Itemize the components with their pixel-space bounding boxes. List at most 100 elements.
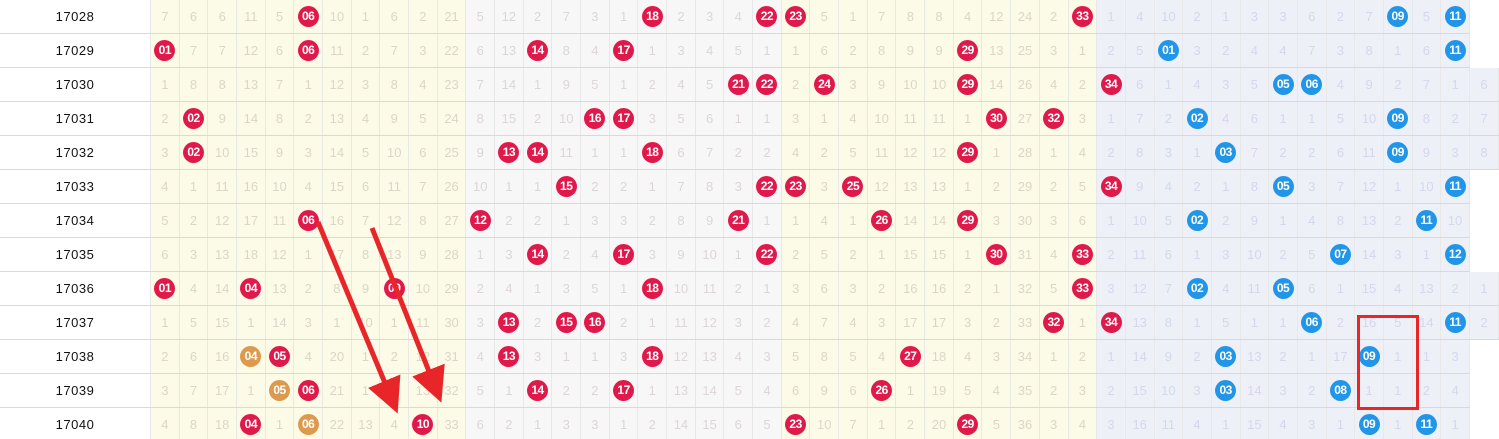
miss-cell: 4 bbox=[723, 339, 754, 374]
ball-blue: 09 bbox=[1387, 6, 1409, 27]
table-row: 17030 1 8 8 13 7 1 12 3 8 4 23 7 14 1 9 5 1 2 4 5 21 22 2 24 3 9 10… bbox=[0, 67, 1499, 102]
miss-cell-highlight-red: 33 bbox=[1068, 237, 1098, 272]
miss-cell: 4 bbox=[1297, 203, 1327, 238]
miss-cell: 2 bbox=[179, 203, 209, 238]
miss-cell: 1 bbox=[351, 339, 381, 374]
miss-cell: 6 bbox=[781, 373, 811, 408]
miss-cell: 15 bbox=[895, 237, 926, 272]
issue-number[interactable]: 17035 bbox=[0, 237, 151, 272]
miss-cell-highlight-red: 01 bbox=[150, 271, 180, 306]
ball-red: 22 bbox=[756, 74, 778, 95]
ball-red: 10 bbox=[412, 414, 434, 435]
miss-cell: 1 bbox=[150, 67, 180, 102]
miss-cell: 12 bbox=[494, 0, 524, 34]
miss-cell: 9 bbox=[809, 373, 840, 408]
ball-red: 22 bbox=[756, 176, 778, 197]
miss-cell: 4 bbox=[781, 305, 811, 340]
miss-cell: 4 bbox=[580, 33, 610, 68]
miss-cell: 12 bbox=[981, 0, 1012, 34]
miss-cell: 5 bbox=[465, 373, 496, 408]
miss-cell: 2 bbox=[723, 135, 754, 170]
miss-cell: 1 bbox=[981, 271, 1012, 306]
miss-cell: 8 bbox=[408, 203, 438, 238]
table-row: 17038 2 6 16 04 05 4 20 1 2 12 31 4 13 3 1 1 3 18 12 13 4 3 5 8 5… bbox=[0, 339, 1499, 374]
issue-number[interactable]: 17040 bbox=[0, 407, 151, 439]
miss-cell: 4 bbox=[379, 407, 410, 439]
miss-cell: 2 bbox=[150, 101, 180, 136]
miss-cell: 5 bbox=[953, 373, 983, 408]
miss-cell: 3 bbox=[580, 407, 610, 439]
miss-cell: 12 bbox=[666, 339, 696, 374]
miss-cell: 2 bbox=[1211, 33, 1241, 68]
miss-cell: 35 bbox=[1010, 373, 1040, 408]
miss-cell: 1 bbox=[781, 33, 811, 68]
miss-cell: 9 bbox=[351, 271, 381, 306]
miss-cell-highlight-blue: 03 bbox=[1211, 135, 1241, 170]
miss-cell: 2 bbox=[1268, 339, 1298, 374]
miss-cell: 8 bbox=[1326, 203, 1356, 238]
miss-cell: 1 bbox=[1440, 67, 1470, 102]
miss-cell-highlight-red: 04 bbox=[236, 407, 266, 439]
ball-red: 17 bbox=[613, 108, 635, 129]
issue-number[interactable]: 17037 bbox=[0, 305, 151, 340]
miss-cell: 6 bbox=[207, 0, 238, 34]
miss-cell: 13 bbox=[322, 101, 352, 136]
issue-number[interactable]: 17039 bbox=[0, 373, 151, 408]
miss-cell: 5 bbox=[465, 0, 496, 34]
miss-cell: 4 bbox=[1068, 135, 1098, 170]
miss-cell: 20 bbox=[924, 407, 954, 439]
table-row: 17037 1 5 15 1 14 3 1 10 1 11 30 3 13 2 15 16 2 1 11 12 3 2 4 7 4… bbox=[0, 305, 1499, 340]
issue-number[interactable]: 17036 bbox=[0, 271, 151, 306]
miss-cell: 4 bbox=[1240, 33, 1270, 68]
ball-red: 23 bbox=[785, 6, 807, 27]
miss-cell: 1 bbox=[609, 67, 639, 102]
miss-cell: 34 bbox=[1010, 339, 1040, 374]
miss-cell: 5 bbox=[580, 271, 610, 306]
ball-red: 23 bbox=[785, 414, 807, 435]
miss-cell-highlight-orange: 06 bbox=[293, 407, 324, 439]
ball-red: 17 bbox=[613, 380, 635, 401]
miss-cell: 16 bbox=[207, 339, 238, 374]
miss-cell: 5 bbox=[1068, 169, 1098, 204]
miss-cell: 10 bbox=[867, 101, 897, 136]
issue-number[interactable]: 17028 bbox=[0, 0, 151, 34]
miss-cell: 6 bbox=[150, 237, 180, 272]
miss-cell: 18 bbox=[236, 237, 266, 272]
miss-cell: 1 bbox=[1211, 407, 1241, 439]
miss-cell: 2 bbox=[781, 67, 811, 102]
issue-number[interactable]: 17032 bbox=[0, 135, 151, 170]
ball-blue: 09 bbox=[1387, 108, 1409, 129]
miss-cell: 2 bbox=[609, 305, 639, 340]
miss-cell: 23 bbox=[437, 67, 467, 102]
miss-cell: 4 bbox=[179, 271, 209, 306]
miss-cell: 7 bbox=[1354, 0, 1384, 34]
issue-number[interactable]: 17033 bbox=[0, 169, 151, 204]
miss-cell-highlight-blue: 11 bbox=[1440, 305, 1470, 340]
miss-cell-highlight-red: 13 bbox=[494, 305, 524, 340]
miss-cell: 2 bbox=[953, 271, 983, 306]
miss-cell: 1 bbox=[1068, 33, 1098, 68]
issue-number[interactable]: 17038 bbox=[0, 339, 151, 374]
miss-cell-highlight-red: 30 bbox=[981, 237, 1012, 272]
miss-cell: 11 bbox=[551, 135, 582, 170]
miss-cell-highlight-blue: 03 bbox=[1211, 373, 1241, 408]
miss-cell-highlight-red: 15 bbox=[551, 305, 582, 340]
miss-cell: 25 bbox=[1010, 33, 1040, 68]
issue-number[interactable]: 17034 bbox=[0, 203, 151, 238]
issue-number[interactable]: 17030 bbox=[0, 67, 151, 102]
miss-cell-highlight-red: 33 bbox=[1068, 0, 1098, 34]
miss-cell: 14 bbox=[1412, 305, 1442, 340]
miss-cell: 2 bbox=[1096, 135, 1126, 170]
miss-cell: 14 bbox=[1354, 237, 1384, 272]
miss-cell: 7 bbox=[1326, 169, 1356, 204]
miss-cell: 1 bbox=[637, 305, 668, 340]
miss-cell: 25 bbox=[437, 135, 467, 170]
issue-number[interactable]: 17029 bbox=[0, 33, 151, 68]
miss-cell: 21 bbox=[437, 0, 467, 34]
miss-cell: 6 bbox=[723, 407, 754, 439]
miss-cell: 10 bbox=[408, 271, 438, 306]
issue-number[interactable]: 17031 bbox=[0, 101, 151, 136]
miss-cell: 22 bbox=[437, 33, 467, 68]
miss-cell: 1 bbox=[637, 373, 668, 408]
miss-cell: 3 bbox=[838, 67, 868, 102]
